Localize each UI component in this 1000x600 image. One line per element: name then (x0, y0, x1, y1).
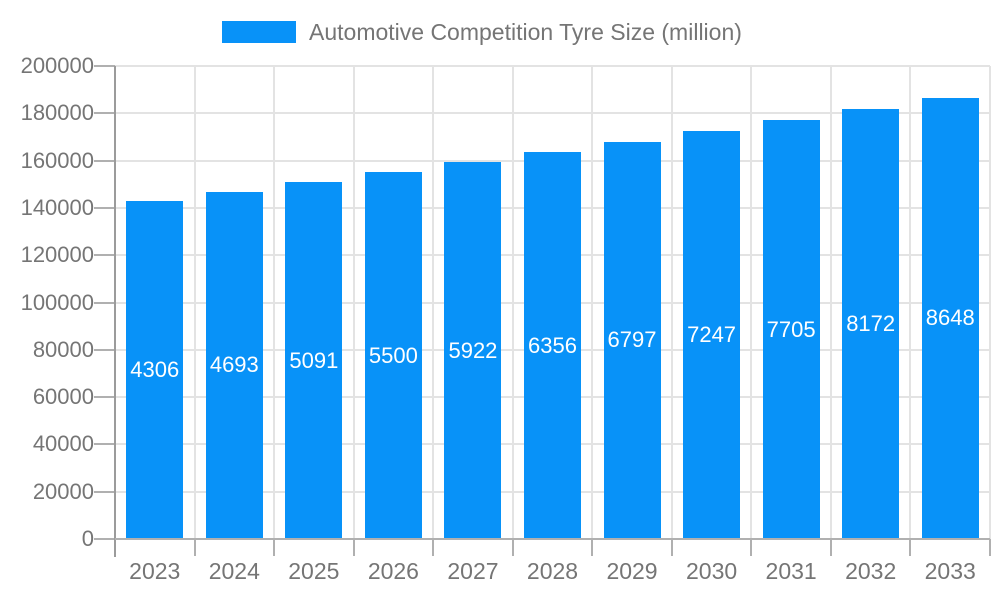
y-axis-tick (94, 396, 115, 399)
y-axis-tick (94, 159, 115, 162)
gridline-vertical (909, 66, 912, 539)
x-axis-tick-label: 2030 (685, 558, 738, 584)
bar (364, 172, 422, 539)
bar-value-label: 4693 (209, 352, 259, 378)
x-axis-tick (511, 539, 514, 556)
bar (921, 97, 979, 539)
gridline-vertical (829, 66, 832, 539)
bar-value-label: 5500 (368, 342, 418, 368)
x-axis-tick (273, 539, 276, 556)
legend-swatch (222, 21, 296, 43)
y-axis-tick (94, 112, 115, 115)
bar-value-label: 8648 (925, 305, 975, 331)
y-axis-tick-label: 160000 (20, 147, 94, 173)
x-axis-line (115, 538, 990, 540)
x-axis-tick (909, 539, 912, 556)
x-axis-tick (591, 539, 594, 556)
x-axis-tick-label: 2027 (447, 558, 499, 584)
x-axis-tick-label: 2023 (129, 558, 181, 584)
x-axis-tick (193, 539, 196, 556)
gridline-vertical (670, 66, 673, 539)
y-axis-tick-label: 0 (81, 526, 94, 551)
x-axis-tick (432, 539, 435, 556)
y-axis-line (114, 66, 116, 557)
gridline-vertical (273, 66, 276, 539)
y-axis-tick-label: 200000 (20, 53, 94, 78)
x-axis-tick-label: 2024 (208, 558, 260, 584)
y-axis-tick (94, 65, 115, 67)
y-axis-tick (94, 254, 115, 257)
gridline-vertical (750, 66, 753, 539)
bar (285, 182, 343, 539)
x-axis-tick-label: 2033 (924, 558, 976, 584)
bar-value-label: 8172 (846, 311, 896, 337)
y-axis-tick (94, 348, 115, 351)
gridline-vertical (432, 66, 435, 539)
legend-series-label: Automotive Competition Tyre Size (millio… (309, 19, 742, 45)
gridline-horizontal (115, 65, 990, 67)
y-axis-tick-label: 120000 (20, 242, 94, 268)
y-axis-tick (94, 206, 115, 209)
y-axis-tick-label: 60000 (32, 384, 94, 410)
chart-legend: Automotive Competition Tyre Size (millio… (222, 19, 742, 45)
bar (444, 162, 502, 539)
x-axis-tick (750, 539, 753, 556)
x-axis-tick-label: 2031 (765, 558, 817, 584)
gridline-vertical (511, 66, 514, 539)
x-axis-tick-label: 2026 (367, 558, 419, 584)
x-axis-tick-label: 2028 (526, 558, 579, 584)
bar-value-label: 5091 (289, 347, 339, 373)
bar-value-label: 6797 (607, 327, 657, 353)
bar (603, 141, 661, 539)
y-axis-tick-label: 20000 (32, 478, 94, 504)
x-axis-tick (829, 539, 832, 556)
bar (524, 152, 581, 539)
y-axis-tick-label: 180000 (20, 100, 94, 126)
bar (842, 109, 900, 539)
bar-value-label: 7247 (687, 322, 737, 348)
y-axis-tick-label: 40000 (32, 431, 94, 457)
gridline-vertical (193, 66, 196, 539)
bar (762, 120, 820, 539)
x-axis-tick (352, 539, 355, 556)
bar (126, 200, 184, 539)
y-axis-tick (94, 301, 115, 304)
y-axis-tick (94, 443, 115, 446)
bar (205, 191, 263, 539)
x-axis-tick-label: 2032 (845, 558, 897, 584)
bar-value-label: 4306 (130, 356, 180, 382)
bar (683, 131, 741, 539)
bar-value-label: 5922 (448, 337, 498, 363)
x-axis-tick (670, 539, 673, 556)
x-axis-tick (989, 539, 991, 556)
bar-value-label: 6356 (528, 332, 577, 358)
y-axis-tick-label: 140000 (20, 194, 94, 220)
bar-value-label: 7705 (766, 316, 816, 342)
gridline-vertical (591, 66, 594, 539)
gridline-horizontal (115, 112, 990, 115)
gridline-vertical (352, 66, 355, 539)
y-axis-tick-label: 80000 (32, 336, 94, 362)
gridline-vertical (989, 66, 991, 539)
x-axis-tick-label: 2025 (288, 558, 340, 584)
x-axis-tick-label: 2029 (606, 558, 658, 584)
y-axis-tick (94, 538, 115, 540)
y-axis-tick-label: 100000 (20, 289, 94, 315)
y-axis-tick (94, 490, 115, 493)
